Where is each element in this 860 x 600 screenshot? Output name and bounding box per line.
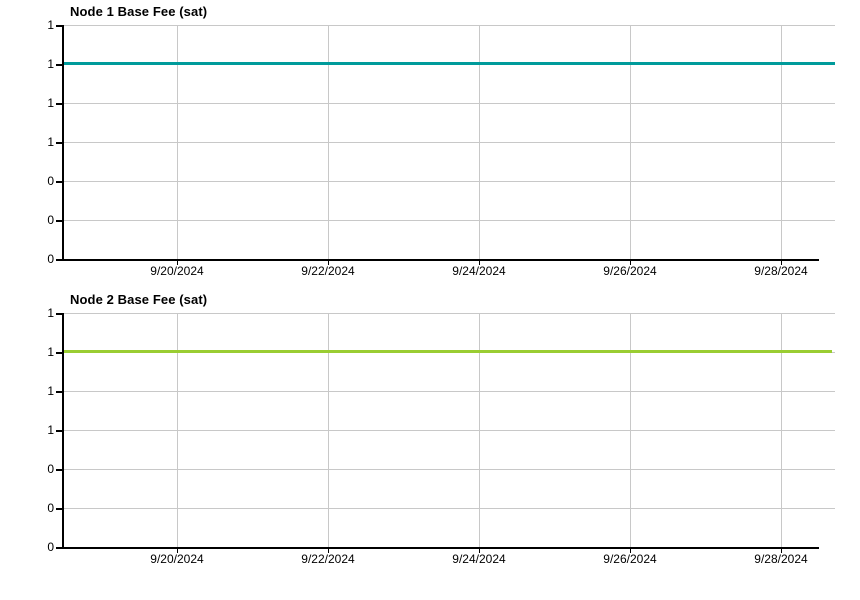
gridline-horizontal [62, 103, 835, 104]
x-tick-label: 9/20/2024 [150, 264, 204, 278]
x-tick-mark [328, 548, 329, 553]
gridline-vertical [328, 25, 329, 259]
y-tick-mark [56, 142, 63, 144]
gridline-vertical [328, 313, 329, 547]
y-tick-mark [56, 547, 63, 549]
y-tick-mark [56, 508, 63, 510]
series-line-node-1 [62, 62, 835, 65]
x-tick-label: 9/22/2024 [301, 552, 355, 566]
x-tick-mark [479, 548, 480, 553]
y-tick-mark [56, 352, 63, 354]
gridline-horizontal [62, 469, 835, 470]
y-tick-mark [56, 25, 63, 27]
y-tick-mark [56, 313, 63, 315]
x-axis-line [62, 547, 819, 549]
gridline-horizontal [62, 313, 835, 314]
x-tick-mark [781, 548, 782, 553]
gridline-horizontal [62, 391, 835, 392]
y-tick-mark [56, 220, 63, 222]
x-tick-label: 9/24/2024 [452, 264, 506, 278]
plot-area [62, 25, 835, 259]
y-tick-mark [56, 259, 63, 261]
y-tick-label: 0 [47, 252, 54, 266]
x-tick-label: 9/26/2024 [603, 264, 657, 278]
gridline-vertical [630, 313, 631, 547]
gridline-horizontal [62, 508, 835, 509]
x-axis-line [62, 259, 819, 261]
y-tick-label: 1 [47, 18, 54, 32]
chart-title: Node 2 Base Fee (sat) [70, 292, 208, 307]
y-tick-mark [56, 430, 63, 432]
x-tick-mark [781, 260, 782, 265]
x-tick-label: 9/24/2024 [452, 552, 506, 566]
x-tick-mark [630, 548, 631, 553]
chart-panel-node-1: Node 1 Base Fee (sat) [0, 0, 860, 292]
y-tick-label: 0 [47, 501, 54, 515]
gridline-horizontal [62, 220, 835, 221]
x-tick-mark [328, 260, 329, 265]
y-tick-label: 1 [47, 135, 54, 149]
chart-title: Node 1 Base Fee (sat) [70, 4, 208, 19]
y-tick-label: 1 [47, 423, 54, 437]
x-tick-label: 9/28/2024 [754, 264, 808, 278]
plot-area [62, 313, 835, 547]
y-tick-mark [56, 391, 63, 393]
x-tick-label: 9/26/2024 [603, 552, 657, 566]
gridline-vertical [630, 25, 631, 259]
y-tick-mark [56, 469, 63, 471]
gridline-vertical [781, 313, 782, 547]
gridline-horizontal [62, 430, 835, 431]
series-line-node-2 [62, 350, 832, 353]
x-tick-mark [177, 548, 178, 553]
x-tick-mark [630, 260, 631, 265]
y-tick-label: 1 [47, 306, 54, 320]
y-tick-label: 1 [47, 96, 54, 110]
chart-panel-node-2: Node 2 Base Fee (sat) 1 1 1 1 [0, 288, 860, 588]
y-tick-label: 0 [47, 213, 54, 227]
gridline-vertical [177, 313, 178, 547]
x-tick-label: 9/22/2024 [301, 264, 355, 278]
y-tick-label: 1 [47, 345, 54, 359]
y-tick-label: 1 [47, 384, 54, 398]
gridline-horizontal [62, 181, 835, 182]
gridline-vertical [479, 25, 480, 259]
y-tick-label: 0 [47, 174, 54, 188]
y-tick-mark [56, 103, 63, 105]
y-tick-mark [56, 181, 63, 183]
gridline-vertical [781, 25, 782, 259]
y-tick-label: 0 [47, 462, 54, 476]
x-tick-mark [479, 260, 480, 265]
gridline-horizontal [62, 142, 835, 143]
gridline-vertical [177, 25, 178, 259]
y-tick-label: 0 [47, 540, 54, 554]
y-tick-label: 1 [47, 57, 54, 71]
x-tick-label: 9/28/2024 [754, 552, 808, 566]
x-tick-label: 9/20/2024 [150, 552, 204, 566]
gridline-vertical [479, 313, 480, 547]
gridline-horizontal [62, 25, 835, 26]
y-tick-mark [56, 64, 63, 66]
x-tick-mark [177, 260, 178, 265]
